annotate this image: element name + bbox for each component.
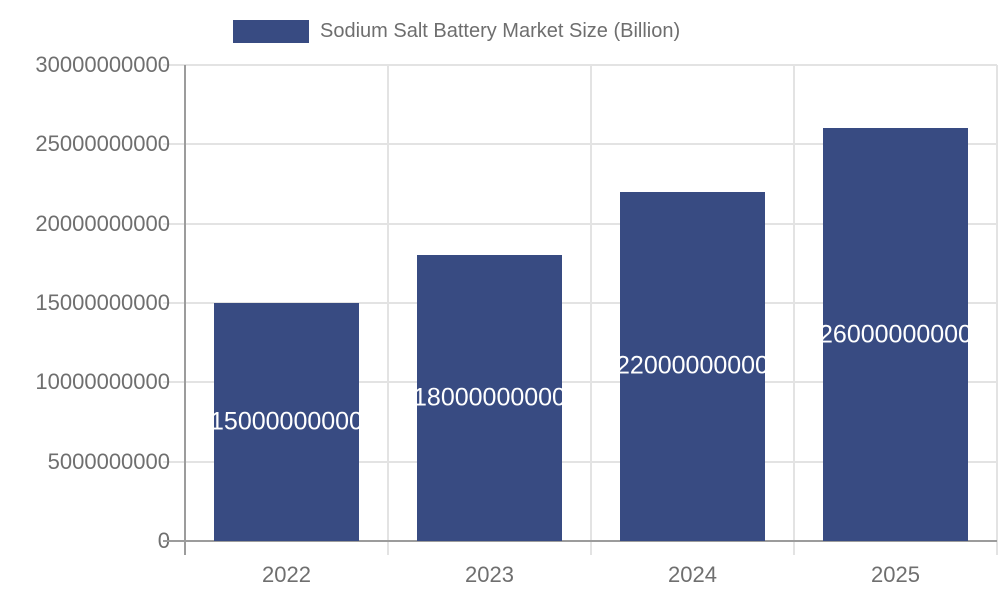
x-gridline: [590, 65, 592, 555]
y-tick-label: 30000000000: [35, 52, 170, 77]
x-tick-label: 2022: [262, 562, 311, 587]
x-gridline: [793, 65, 795, 555]
bar: [417, 255, 562, 541]
bar-value-label: 18000000000: [413, 383, 566, 412]
y-tick-label: 10000000000: [35, 369, 170, 395]
bar-value-label: 15000000000: [210, 407, 363, 436]
x-tick-label: 2024: [668, 562, 717, 587]
legend-swatch: [233, 20, 309, 43]
y-gridline: [163, 222, 997, 225]
x-tick-label: 2023: [465, 562, 514, 587]
y-axis-line: [184, 65, 186, 555]
y-tick-label: 25000000000: [35, 131, 170, 157]
x-tick-label: 2025: [871, 562, 920, 587]
legend: Sodium Salt Battery Market Size (Billion…: [233, 20, 680, 43]
y-tick-label: 15000000000: [35, 290, 170, 315]
bar: [823, 128, 968, 541]
bar-value-label: 22000000000: [616, 351, 769, 380]
y-tick-label: 20000000000: [35, 210, 170, 236]
x-gridline: [996, 65, 998, 555]
bar: [620, 191, 765, 541]
bar-value-label: 26000000000: [819, 320, 972, 349]
legend-label: Sodium Salt Battery Market Size (Billion…: [320, 20, 681, 42]
y-gridline: [163, 302, 997, 304]
x-axis-line: [163, 540, 997, 542]
y-gridline: [163, 64, 997, 66]
y-gridline: [163, 381, 997, 384]
y-gridline: [163, 143, 997, 146]
bar: [214, 303, 359, 541]
y-tick-label: 0: [157, 528, 170, 553]
y-tick-label: 5000000000: [47, 448, 170, 474]
y-gridline: [163, 460, 997, 463]
x-gridline: [387, 65, 389, 555]
